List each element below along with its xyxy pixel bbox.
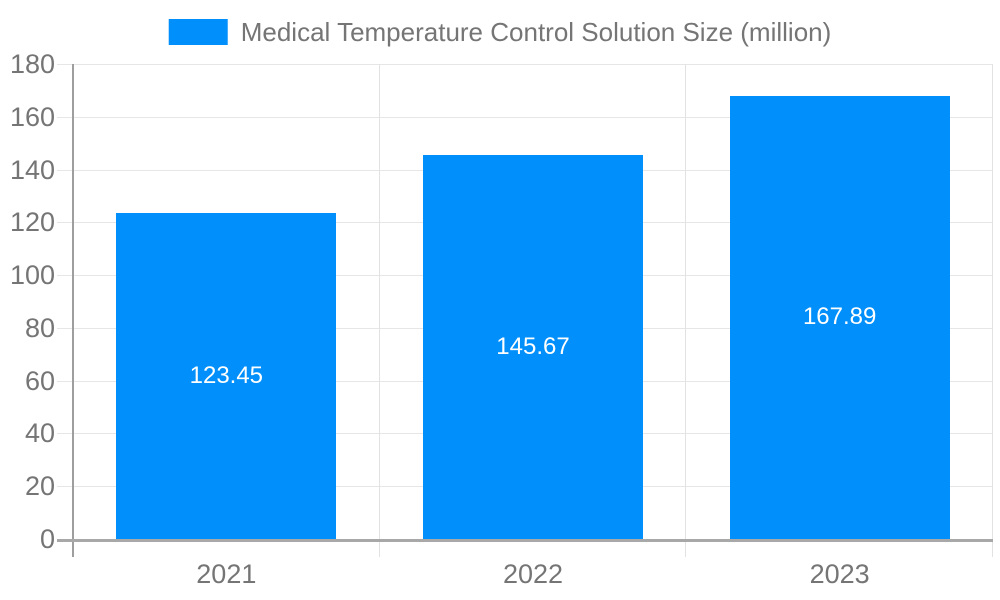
y-axis-tick-label: 140	[9, 154, 55, 185]
x-axis-line	[57, 539, 993, 542]
category-separator-line	[992, 64, 993, 557]
bar-value-label: 167.89	[802, 303, 877, 331]
y-axis-tick-label: 60	[24, 365, 55, 396]
bar-value-label: 123.45	[189, 362, 264, 390]
y-axis-tick-label: 100	[9, 260, 55, 291]
y-gridline	[57, 116, 993, 118]
bar: 123.45	[116, 213, 337, 539]
legend-item[interactable]: Medical Temperature Control Solution Siz…	[168, 17, 832, 47]
y-gridline	[57, 64, 993, 65]
chart-legend: Medical Temperature Control Solution Siz…	[168, 17, 832, 47]
legend-swatch	[168, 19, 228, 45]
y-axis-tick-label: 80	[24, 312, 55, 343]
x-axis-tick-label: 2023	[809, 559, 870, 589]
y-axis-tick-label: 180	[9, 49, 55, 79]
y-axis-line	[72, 64, 74, 557]
x-axis-tick-label: 2022	[502, 559, 564, 589]
bar: 167.89	[729, 95, 950, 539]
category-separator-line	[378, 64, 380, 557]
y-axis-tick-label: 0	[39, 524, 55, 554]
bar-value-label: 145.67	[496, 332, 570, 360]
bar: 145.67	[423, 154, 643, 539]
y-axis-tick-label: 40	[24, 418, 55, 449]
category-separator-line	[685, 64, 687, 557]
x-axis-tick-label: 2021	[196, 559, 257, 589]
legend-label: Medical Temperature Control Solution Siz…	[240, 17, 832, 47]
y-axis-tick-label: 120	[9, 207, 55, 238]
y-axis-tick-label: 20	[24, 471, 55, 502]
y-axis-tick-label: 160	[9, 101, 55, 132]
